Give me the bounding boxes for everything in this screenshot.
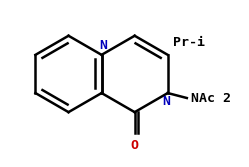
Text: NAc 2: NAc 2 bbox=[191, 92, 231, 105]
Text: N: N bbox=[100, 39, 108, 52]
Text: O: O bbox=[131, 139, 139, 152]
Text: N: N bbox=[162, 95, 170, 108]
Text: Pr-i: Pr-i bbox=[174, 36, 205, 49]
